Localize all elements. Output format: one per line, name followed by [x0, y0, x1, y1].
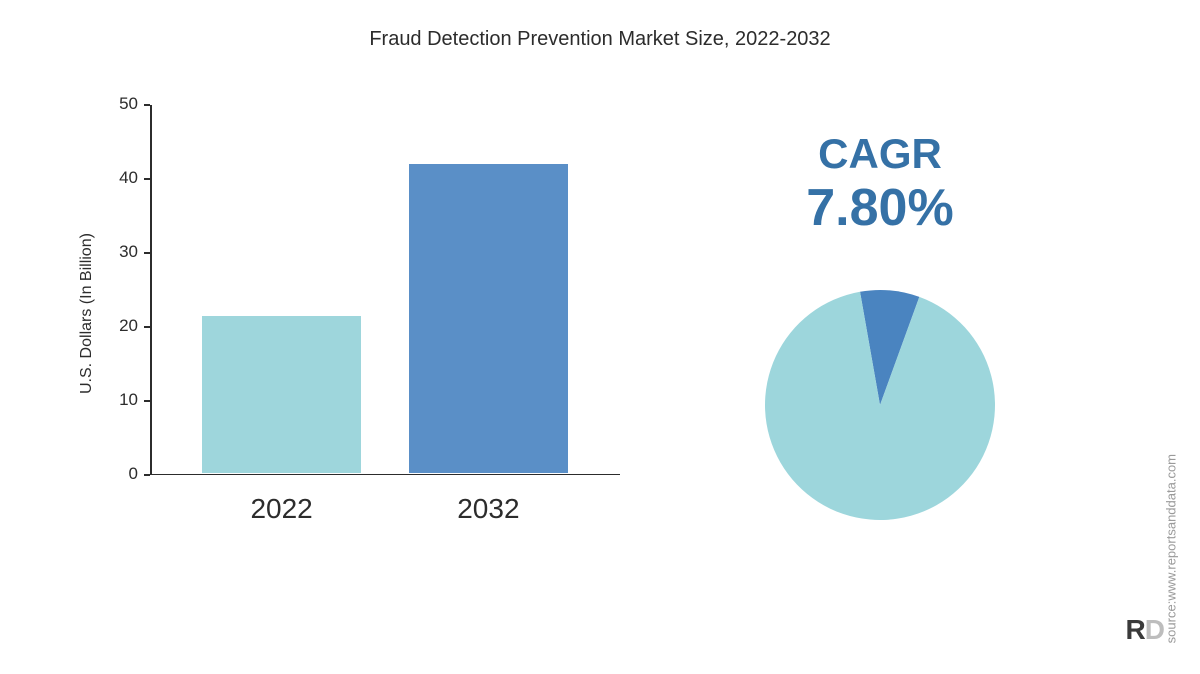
y-tick-mark	[144, 178, 150, 180]
x-tick-label: 2032	[408, 493, 568, 525]
bar	[202, 316, 362, 474]
bar-chart-plot: 0102030405020222032	[150, 105, 620, 475]
source-label: source:www.reportsanddata.com	[1163, 454, 1178, 643]
bar	[409, 164, 569, 473]
cagr-value: 7.80%	[730, 178, 1030, 238]
y-tick-label: 20	[98, 316, 138, 336]
y-tick-label: 0	[98, 464, 138, 484]
y-tick-mark	[144, 252, 150, 254]
chart-title: Fraud Detection Prevention Market Size, …	[0, 28, 1200, 51]
chart-container: Fraud Detection Prevention Market Size, …	[0, 0, 1200, 674]
y-tick-label: 30	[98, 242, 138, 262]
y-tick-mark	[144, 400, 150, 402]
logo-right: D	[1145, 614, 1164, 645]
logo: RD	[1126, 614, 1164, 646]
x-axis-line	[150, 474, 620, 476]
cagr-label: CAGR	[730, 130, 1030, 178]
y-tick-label: 50	[98, 94, 138, 114]
pie-chart	[763, 288, 997, 522]
y-tick-mark	[144, 474, 150, 476]
logo-left: R	[1126, 614, 1145, 645]
y-axis-line	[150, 105, 152, 475]
y-axis-label: U.S. Dollars (In Billion)	[78, 233, 96, 394]
y-tick-mark	[144, 326, 150, 328]
x-tick-label: 2022	[202, 493, 362, 525]
y-tick-mark	[144, 104, 150, 106]
y-tick-label: 40	[98, 168, 138, 188]
y-tick-label: 10	[98, 390, 138, 410]
